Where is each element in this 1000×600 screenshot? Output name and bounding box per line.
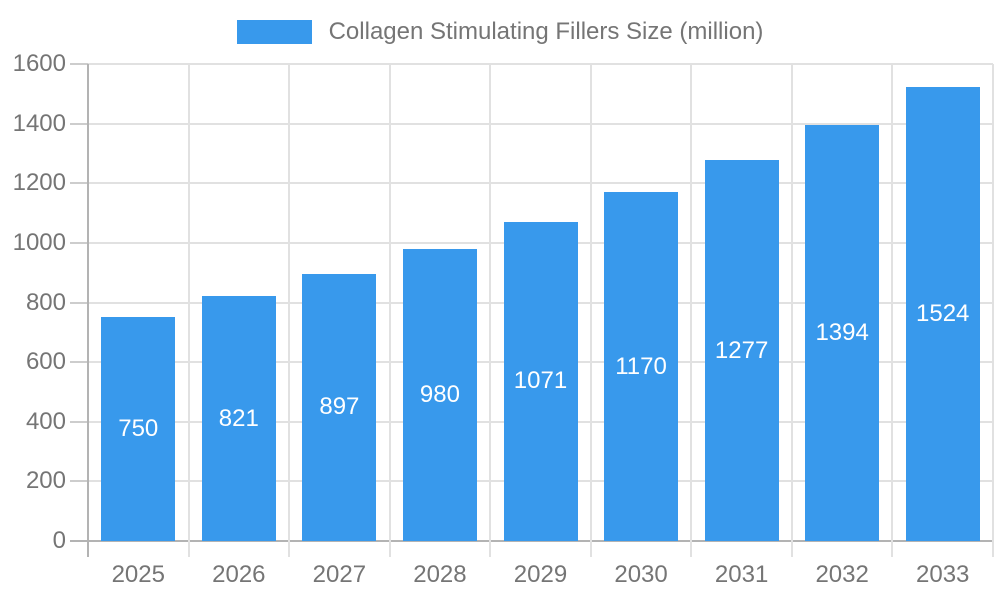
x-gridline (489, 64, 492, 557)
x-axis-label: 2028 (413, 561, 467, 588)
legend-label: Collagen Stimulating Fillers Size (milli… (328, 18, 764, 45)
bar-value-label: 1394 (815, 319, 869, 347)
x-axis-line (70, 540, 993, 542)
y-tick (70, 241, 88, 244)
bar-2028[interactable]: 980 (402, 248, 477, 541)
x-gridline (790, 64, 793, 557)
y-axis-label: 1400 (12, 109, 66, 137)
bar-2025[interactable]: 750 (101, 317, 176, 541)
bar-2026[interactable]: 821 (201, 296, 276, 541)
bar-value-label: 1071 (513, 367, 568, 395)
x-gridline (891, 64, 894, 557)
y-axis-label: 0 (52, 527, 66, 554)
x-gridline (288, 64, 291, 557)
x-axis-label: 2031 (714, 561, 769, 588)
y-axis-label: 1000 (12, 228, 66, 256)
y-axis-line (87, 64, 89, 557)
bar-value-label: 1170 (615, 352, 667, 380)
y-tick (70, 301, 88, 304)
bar-value-label: 1524 (916, 299, 970, 327)
y-axis-label: 400 (25, 407, 66, 435)
x-gridline (187, 64, 190, 557)
x-axis-label: 2026 (212, 561, 266, 588)
y-tick (70, 480, 88, 483)
bar-2030[interactable]: 1170 (604, 192, 679, 541)
y-axis-label: 1600 (12, 50, 66, 77)
x-gridline (388, 64, 391, 557)
x-axis-label: 2027 (312, 561, 367, 588)
y-tick (70, 420, 88, 423)
bar-2029[interactable]: 1071 (503, 221, 578, 541)
y-axis-label: 1200 (12, 169, 66, 197)
chart-legend[interactable]: Collagen Stimulating Fillers Size (milli… (0, 18, 1000, 46)
bar-2031[interactable]: 1277 (704, 160, 779, 541)
bar-value-label: 980 (419, 380, 460, 408)
x-axis-label: 2033 (916, 561, 970, 588)
y-gridline (70, 122, 993, 125)
bar-value-label: 821 (218, 404, 259, 432)
y-tick (70, 122, 88, 125)
bar-2033[interactable]: 1524 (905, 86, 980, 541)
y-tick (70, 182, 88, 185)
bar-value-label: 897 (319, 393, 360, 421)
y-axis-label: 800 (25, 288, 66, 316)
y-tick (70, 361, 88, 364)
y-axis-label: 600 (25, 348, 66, 376)
legend-swatch (236, 20, 312, 44)
x-axis-label: 2032 (815, 561, 869, 588)
y-gridline (70, 63, 993, 65)
x-axis-label: 2025 (111, 561, 165, 588)
bar-2027[interactable]: 897 (302, 273, 377, 541)
x-gridline (992, 64, 994, 557)
x-gridline (589, 64, 592, 557)
x-axis-label: 2029 (513, 561, 568, 588)
y-tick (70, 63, 88, 65)
bar-2032[interactable]: 1394 (805, 125, 880, 541)
x-axis-label: 2030 (614, 561, 668, 588)
y-gridline (70, 182, 993, 185)
y-axis-label: 200 (25, 467, 66, 495)
x-gridline (690, 64, 693, 557)
bar-value-label: 750 (118, 415, 159, 443)
bar-value-label: 1277 (714, 336, 769, 364)
